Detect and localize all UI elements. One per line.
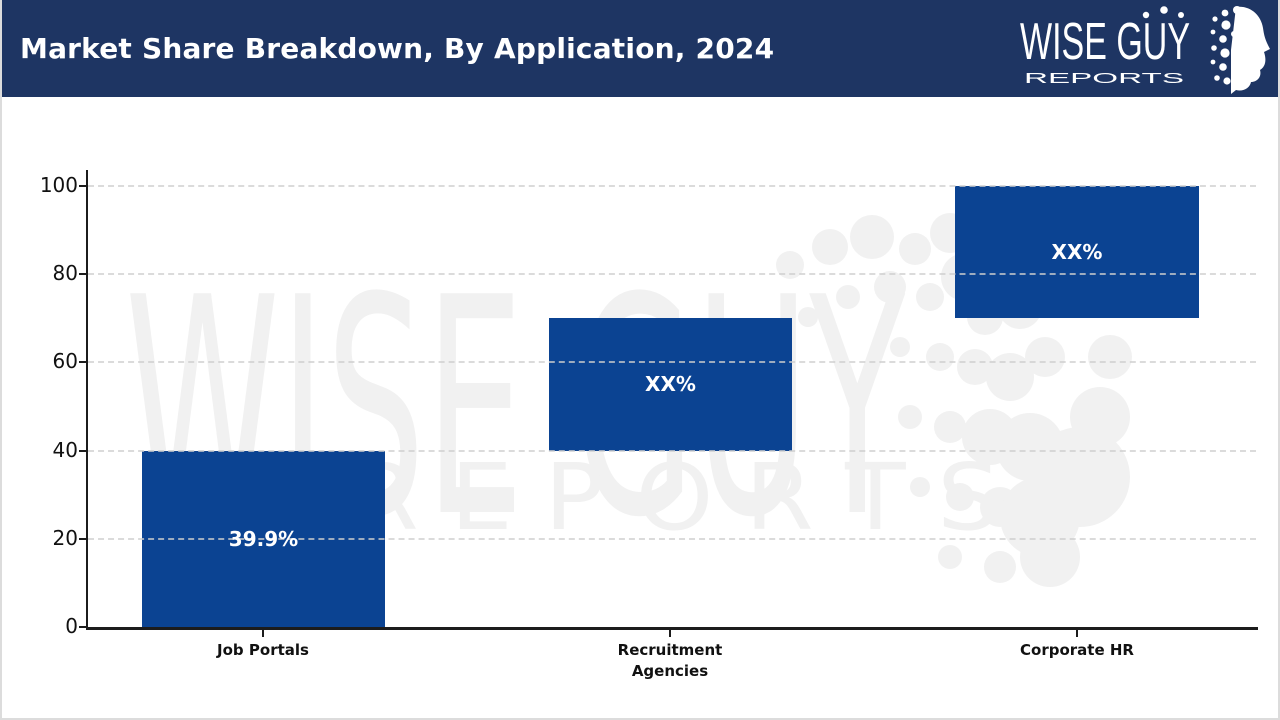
x-category-label-job-portals: Job Portals xyxy=(217,641,309,659)
logo-line2: REPORTS xyxy=(1024,70,1184,87)
y-axis-line xyxy=(86,170,88,629)
y-tick-mark-20 xyxy=(79,537,88,540)
x-category-label-corporate-hr: Corporate HR xyxy=(1020,641,1134,659)
x-category-label-recruitment-agencies: Recruitment Agencies xyxy=(617,641,723,680)
page-title: Market Share Breakdown, By Application, … xyxy=(20,32,775,65)
bar-value-label-job-portals: 39.9% xyxy=(228,526,299,551)
y-tick-label-100: 100 xyxy=(39,173,78,197)
y-tick-label-0: 0 xyxy=(65,614,78,638)
x-tick-mark-corporate-hr xyxy=(1076,629,1078,637)
bar-value-label-corporate-hr: XX% xyxy=(1051,240,1103,265)
wise-guy-logo: WISE GUY REPORTS xyxy=(1018,3,1280,95)
x-tick-mark-recruitment-agencies xyxy=(669,629,671,637)
y-tick-mark-0 xyxy=(79,626,88,628)
gridline-80 xyxy=(88,273,1256,276)
y-tick-mark-80 xyxy=(79,273,88,276)
gridline-100 xyxy=(88,185,1256,187)
y-tick-mark-60 xyxy=(79,361,88,364)
y-tick-label-40: 40 xyxy=(52,437,78,462)
header-bar: Market Share Breakdown, By Application, … xyxy=(0,0,1280,97)
y-tick-mark-40 xyxy=(79,449,88,452)
gridline-60 xyxy=(88,361,1256,364)
y-tick-label-20: 20 xyxy=(52,525,78,550)
y-tick-label-80: 80 xyxy=(52,261,78,286)
bar-value-label-recruitment-agencies: XX% xyxy=(645,372,696,397)
logo-line1: WISE GUY xyxy=(1020,13,1190,71)
y-tick-mark-100 xyxy=(79,185,88,187)
gridline-20 xyxy=(88,537,1256,540)
wise-guy-head-icon xyxy=(1210,5,1270,94)
x-tick-mark-job-portals xyxy=(262,629,264,637)
logo-text: WISE GUY REPORTS xyxy=(1020,5,1190,87)
y-tick-label-60: 60 xyxy=(52,349,78,374)
x-axis-line xyxy=(86,627,1258,630)
gridline-40 xyxy=(88,449,1256,452)
bar-recruitment-agencies xyxy=(549,318,792,451)
